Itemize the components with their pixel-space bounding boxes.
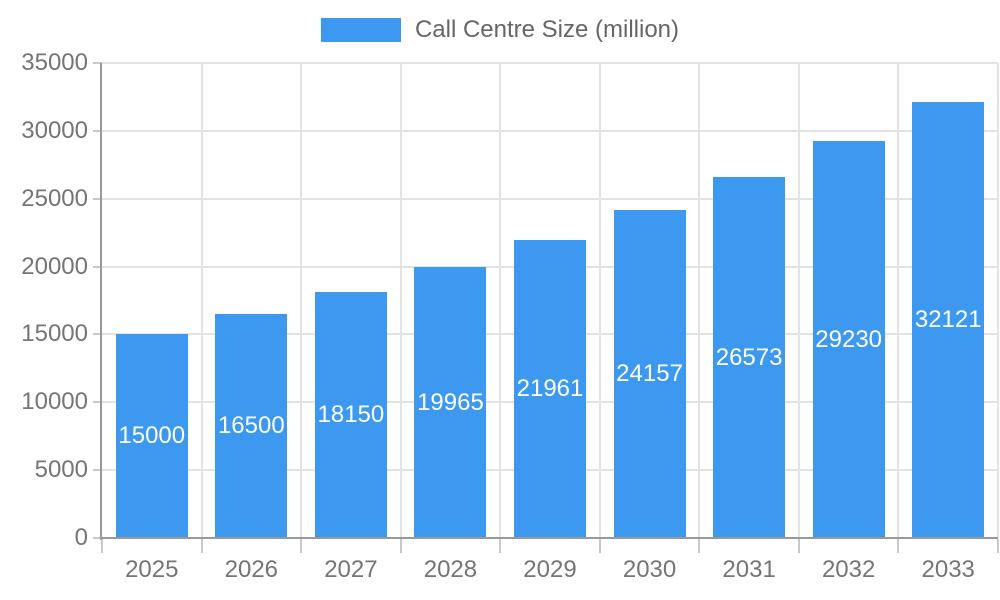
y-axis-label: 30000	[21, 116, 88, 144]
x-gridline	[797, 63, 800, 538]
bar-value-label: 21961	[516, 374, 584, 402]
x-axis-tick	[300, 539, 303, 553]
x-axis-label: 2032	[821, 556, 876, 583]
y-axis-label: 15000	[21, 320, 88, 348]
x-axis-label: 2027	[324, 556, 378, 583]
y-axis-label: 10000	[21, 388, 88, 416]
bar: 29230	[812, 141, 885, 538]
x-axis-line	[102, 537, 998, 539]
x-axis-tick	[797, 539, 800, 553]
y-axis-tick	[93, 62, 102, 64]
bar-value-label: 16500	[217, 412, 285, 440]
bar-value-label: 19965	[417, 388, 484, 416]
x-axis-tick	[897, 539, 900, 553]
x-gridline	[698, 63, 701, 538]
y-axis-label: 35000	[21, 49, 88, 76]
bar: 16500	[215, 314, 288, 538]
y-axis-tick	[93, 333, 102, 336]
y-axis-tick	[93, 197, 102, 200]
y-axis-label: 0	[74, 524, 88, 551]
bar: 26573	[713, 177, 786, 538]
y-gridline	[102, 197, 998, 200]
legend-series-label: Call Centre Size (million)	[414, 16, 680, 43]
x-axis-label: 2030	[622, 556, 677, 583]
x-axis-tick	[698, 539, 701, 553]
y-axis-label: 20000	[21, 252, 88, 280]
bar: 32121	[912, 102, 985, 538]
x-axis-label: 2029	[523, 556, 577, 583]
bar-value-label: 18150	[317, 400, 385, 428]
bar: 24157	[613, 210, 686, 538]
y-gridline	[102, 129, 998, 132]
bar-value-label: 24157	[616, 360, 683, 388]
x-axis-tick	[399, 539, 402, 553]
legend-swatch	[320, 18, 401, 42]
x-axis-label: 2033	[921, 556, 975, 583]
y-axis-tick	[93, 401, 102, 404]
x-axis-tick	[598, 539, 601, 553]
y-axis-label: 25000	[21, 184, 88, 212]
bar-value-label: 32121	[914, 306, 982, 334]
y-axis-label: 5000	[34, 456, 88, 484]
x-axis-label: 2026	[224, 556, 279, 583]
y-axis-tick	[93, 265, 102, 268]
x-axis-tick	[200, 539, 203, 553]
x-gridline	[997, 63, 999, 538]
bar-value-label: 29230	[815, 325, 883, 353]
x-gridline	[300, 63, 303, 538]
x-axis-tick	[499, 539, 502, 553]
plot-area: 15000 16500 18150 19965 21961 24157 26573 29230…	[100, 62, 999, 540]
bar: 21961	[514, 239, 586, 538]
x-axis-tick	[101, 539, 103, 553]
x-gridline	[200, 63, 203, 538]
x-gridline	[598, 63, 601, 538]
x-axis-label: 2028	[423, 556, 478, 583]
x-gridline	[499, 63, 502, 538]
x-axis-label: 2031	[722, 556, 776, 583]
bar: 18150	[314, 291, 387, 538]
bar: 15000	[115, 334, 188, 538]
y-axis-tick	[93, 469, 102, 472]
y-axis-tick	[93, 129, 102, 132]
legend: Call Centre Size (million)	[0, 16, 1000, 44]
bar-value-label: 26573	[715, 343, 783, 371]
bar-value-label: 15000	[118, 422, 186, 450]
x-axis-tick	[997, 539, 999, 553]
bar: 19965	[414, 267, 487, 538]
y-axis-line	[100, 63, 102, 540]
x-axis-label: 2025	[125, 556, 179, 583]
y-axis-tick	[93, 537, 102, 539]
y-gridline	[102, 62, 998, 64]
x-gridline	[399, 63, 402, 538]
x-gridline	[897, 63, 900, 538]
